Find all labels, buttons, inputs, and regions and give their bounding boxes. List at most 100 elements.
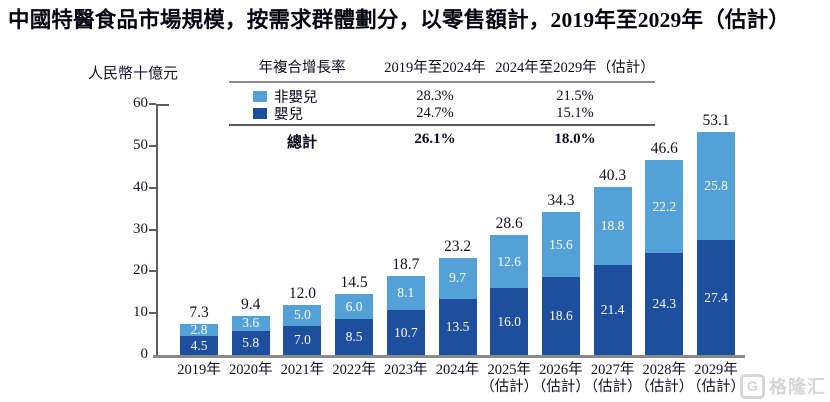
x-axis-label: 2021年 [270, 362, 334, 379]
y-axis-tick [149, 312, 156, 315]
legend-label: 非嬰兒 [274, 90, 318, 106]
bar-segment-non-infant: 18.8 [593, 186, 632, 266]
x-axis-label-estimate-note: （估計） [635, 379, 694, 395]
chart-title: 中國特醫食品市場規模，按需求群體劃分，以零售額計，2019年至2029年（估計） [8, 8, 791, 32]
bar-total-label: 7.3 [189, 304, 209, 322]
cagr-value: 28.3% [416, 88, 454, 104]
cagr-header-period-2: 2024年至2029年（估計） [495, 60, 655, 76]
y-axis-top-hook [156, 104, 169, 106]
x-axis-label-estimate-note: （估計） [687, 379, 745, 395]
bar-segment-non-infant: 25.8 [697, 132, 735, 241]
y-axis-tick-label: 20 [133, 262, 148, 279]
x-axis-label: 2019年 [167, 362, 231, 379]
x-axis-label-year: 2023年 [384, 362, 428, 378]
gelonghui-watermark: G 格隆汇 [740, 373, 826, 399]
bar-segment-non-infant: 15.6 [541, 211, 580, 278]
bar-segment-non-infant: 9.7 [438, 257, 477, 299]
x-axis-label-year: 2029年 [694, 362, 738, 378]
y-axis-unit-label: 人民幣十億元 [88, 66, 179, 82]
x-axis-label: 2024年 [426, 362, 490, 379]
legend-non-infant: 非嬰兒 [229, 86, 375, 107]
bar-segment-non-infant: 8.1 [386, 276, 425, 311]
bar-total-label: 18.7 [392, 256, 420, 274]
cagr-header-metric: 年複合增長率 [258, 60, 346, 76]
bar-total-label: 53.1 [702, 112, 730, 130]
total-label: 總計 [286, 135, 317, 151]
y-axis-tick [149, 144, 156, 147]
bar-total-label: 34.3 [547, 191, 575, 209]
x-axis-label-estimate-note: （估計） [531, 379, 590, 395]
bar-total-label: 40.3 [599, 166, 627, 184]
x-axis-label-year: 2020年 [228, 362, 273, 378]
y-axis-tick-label: 60 [133, 95, 148, 111]
bar-segment-infant: 7.0 [283, 325, 322, 355]
x-axis-label-year: 2027年 [590, 362, 635, 378]
gelonghui-logo-icon: G [740, 373, 765, 399]
bar-segment-non-infant: 3.6 [231, 315, 270, 331]
bar-total-label: 9.4 [241, 295, 261, 313]
x-axis-label: 2020年 [219, 362, 283, 379]
cagr-total-value: 18.0% [554, 131, 596, 147]
bar-total-label: 23.2 [443, 237, 472, 255]
bar-segment-infant: 21.4 [593, 265, 632, 355]
x-axis-label: 2029年 （估計） [684, 362, 748, 396]
bar-total-label: 14.5 [340, 274, 368, 292]
x-axis-label-year: 2021年 [280, 362, 325, 378]
y-axis-tick-label: 10 [133, 304, 148, 321]
y-axis-tick [149, 270, 156, 273]
x-axis-label-year: 2022年 [332, 362, 376, 378]
bar-segment-infant: 27.4 [697, 240, 735, 355]
y-axis-tick-label: 30 [133, 220, 148, 237]
y-axis-tick-label: 40 [133, 178, 148, 195]
bar-segment-infant: 4.5 [180, 336, 218, 355]
x-axis-label: 2026年 （估計） [529, 362, 593, 396]
legend-infant: 嬰兒 [229, 103, 375, 124]
y-axis-tick-label: 0 [140, 346, 149, 362]
infant-swatch-icon [253, 108, 267, 119]
bar-segment-non-infant: 22.2 [645, 160, 684, 254]
bar-segment-infant: 24.3 [645, 253, 684, 355]
y-axis-tick-label: 50 [133, 136, 148, 153]
x-axis-label: 2028年 （估計） [632, 362, 696, 396]
bar-segment-non-infant: 12.6 [490, 235, 529, 289]
bar-segment-non-infant: 6.0 [335, 294, 374, 320]
cagr-header-period-1: 2019年至2024年 [384, 60, 486, 76]
x-axis-label: 2025年 （估計） [477, 362, 541, 396]
table-row-non-infant: 非嬰兒 28.3% 21.5% [229, 86, 655, 106]
bar-segment-non-infant: 5.0 [283, 304, 322, 326]
cagr-table-body: 非嬰兒 28.3% 21.5% 嬰兒 24.7% 15.1% [229, 81, 655, 123]
table-row-infant: 嬰兒 24.7% 15.1% [229, 103, 655, 123]
legend-label: 嬰兒 [274, 107, 303, 123]
bar-total-label: 28.6 [495, 215, 523, 233]
y-axis-line [156, 104, 158, 357]
bar-segment-infant: 5.8 [231, 330, 270, 355]
cagr-value: 21.5% [556, 88, 594, 104]
cagr-table: 年複合增長率 2019年至2024年 2024年至2029年（估計） 非嬰兒 2… [229, 56, 655, 152]
bar-total-label: 12.0 [288, 284, 316, 302]
y-axis-tick [149, 103, 156, 105]
cagr-value: 15.1% [556, 105, 594, 121]
x-axis-label: 2027年 （估計） [581, 362, 645, 396]
table-row-total: 總計 26.1% 18.0% [229, 124, 655, 152]
y-axis-tick [149, 186, 156, 189]
x-axis-label: 2022年 [322, 362, 386, 379]
bar-segment-non-infant: 2.8 [180, 322, 218, 337]
y-axis-tick [149, 228, 156, 231]
x-axis-line [153, 355, 745, 358]
non-infant-swatch-icon [253, 91, 267, 102]
cagr-total-value: 26.1% [414, 131, 456, 147]
x-axis-label: 2023年 [374, 362, 438, 379]
bar-segment-infant: 18.6 [541, 277, 580, 355]
bar-segment-infant: 10.7 [386, 310, 425, 355]
bar-total-label: 46.6 [650, 140, 678, 158]
x-axis-label-year: 2025年 [487, 362, 531, 378]
bar-segment-infant: 16.0 [490, 288, 529, 355]
x-axis-label-estimate-note: （估計） [480, 379, 539, 395]
cagr-value: 24.7% [416, 105, 454, 121]
x-axis-label-year: 2026年 [539, 362, 583, 378]
bar-segment-infant: 13.5 [438, 298, 477, 355]
cagr-table-header: 年複合增長率 2019年至2024年 2024年至2029年（估計） [229, 56, 655, 81]
x-axis-label-estimate-note: （估計） [583, 379, 642, 395]
x-axis-label-year: 2019年 [177, 362, 221, 378]
